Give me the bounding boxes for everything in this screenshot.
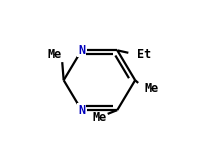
Text: Me: Me xyxy=(92,111,106,124)
Text: N: N xyxy=(78,44,85,57)
Text: Me: Me xyxy=(47,48,61,61)
Text: Et: Et xyxy=(137,48,151,61)
Text: Me: Me xyxy=(144,82,158,95)
Text: N: N xyxy=(78,104,85,117)
